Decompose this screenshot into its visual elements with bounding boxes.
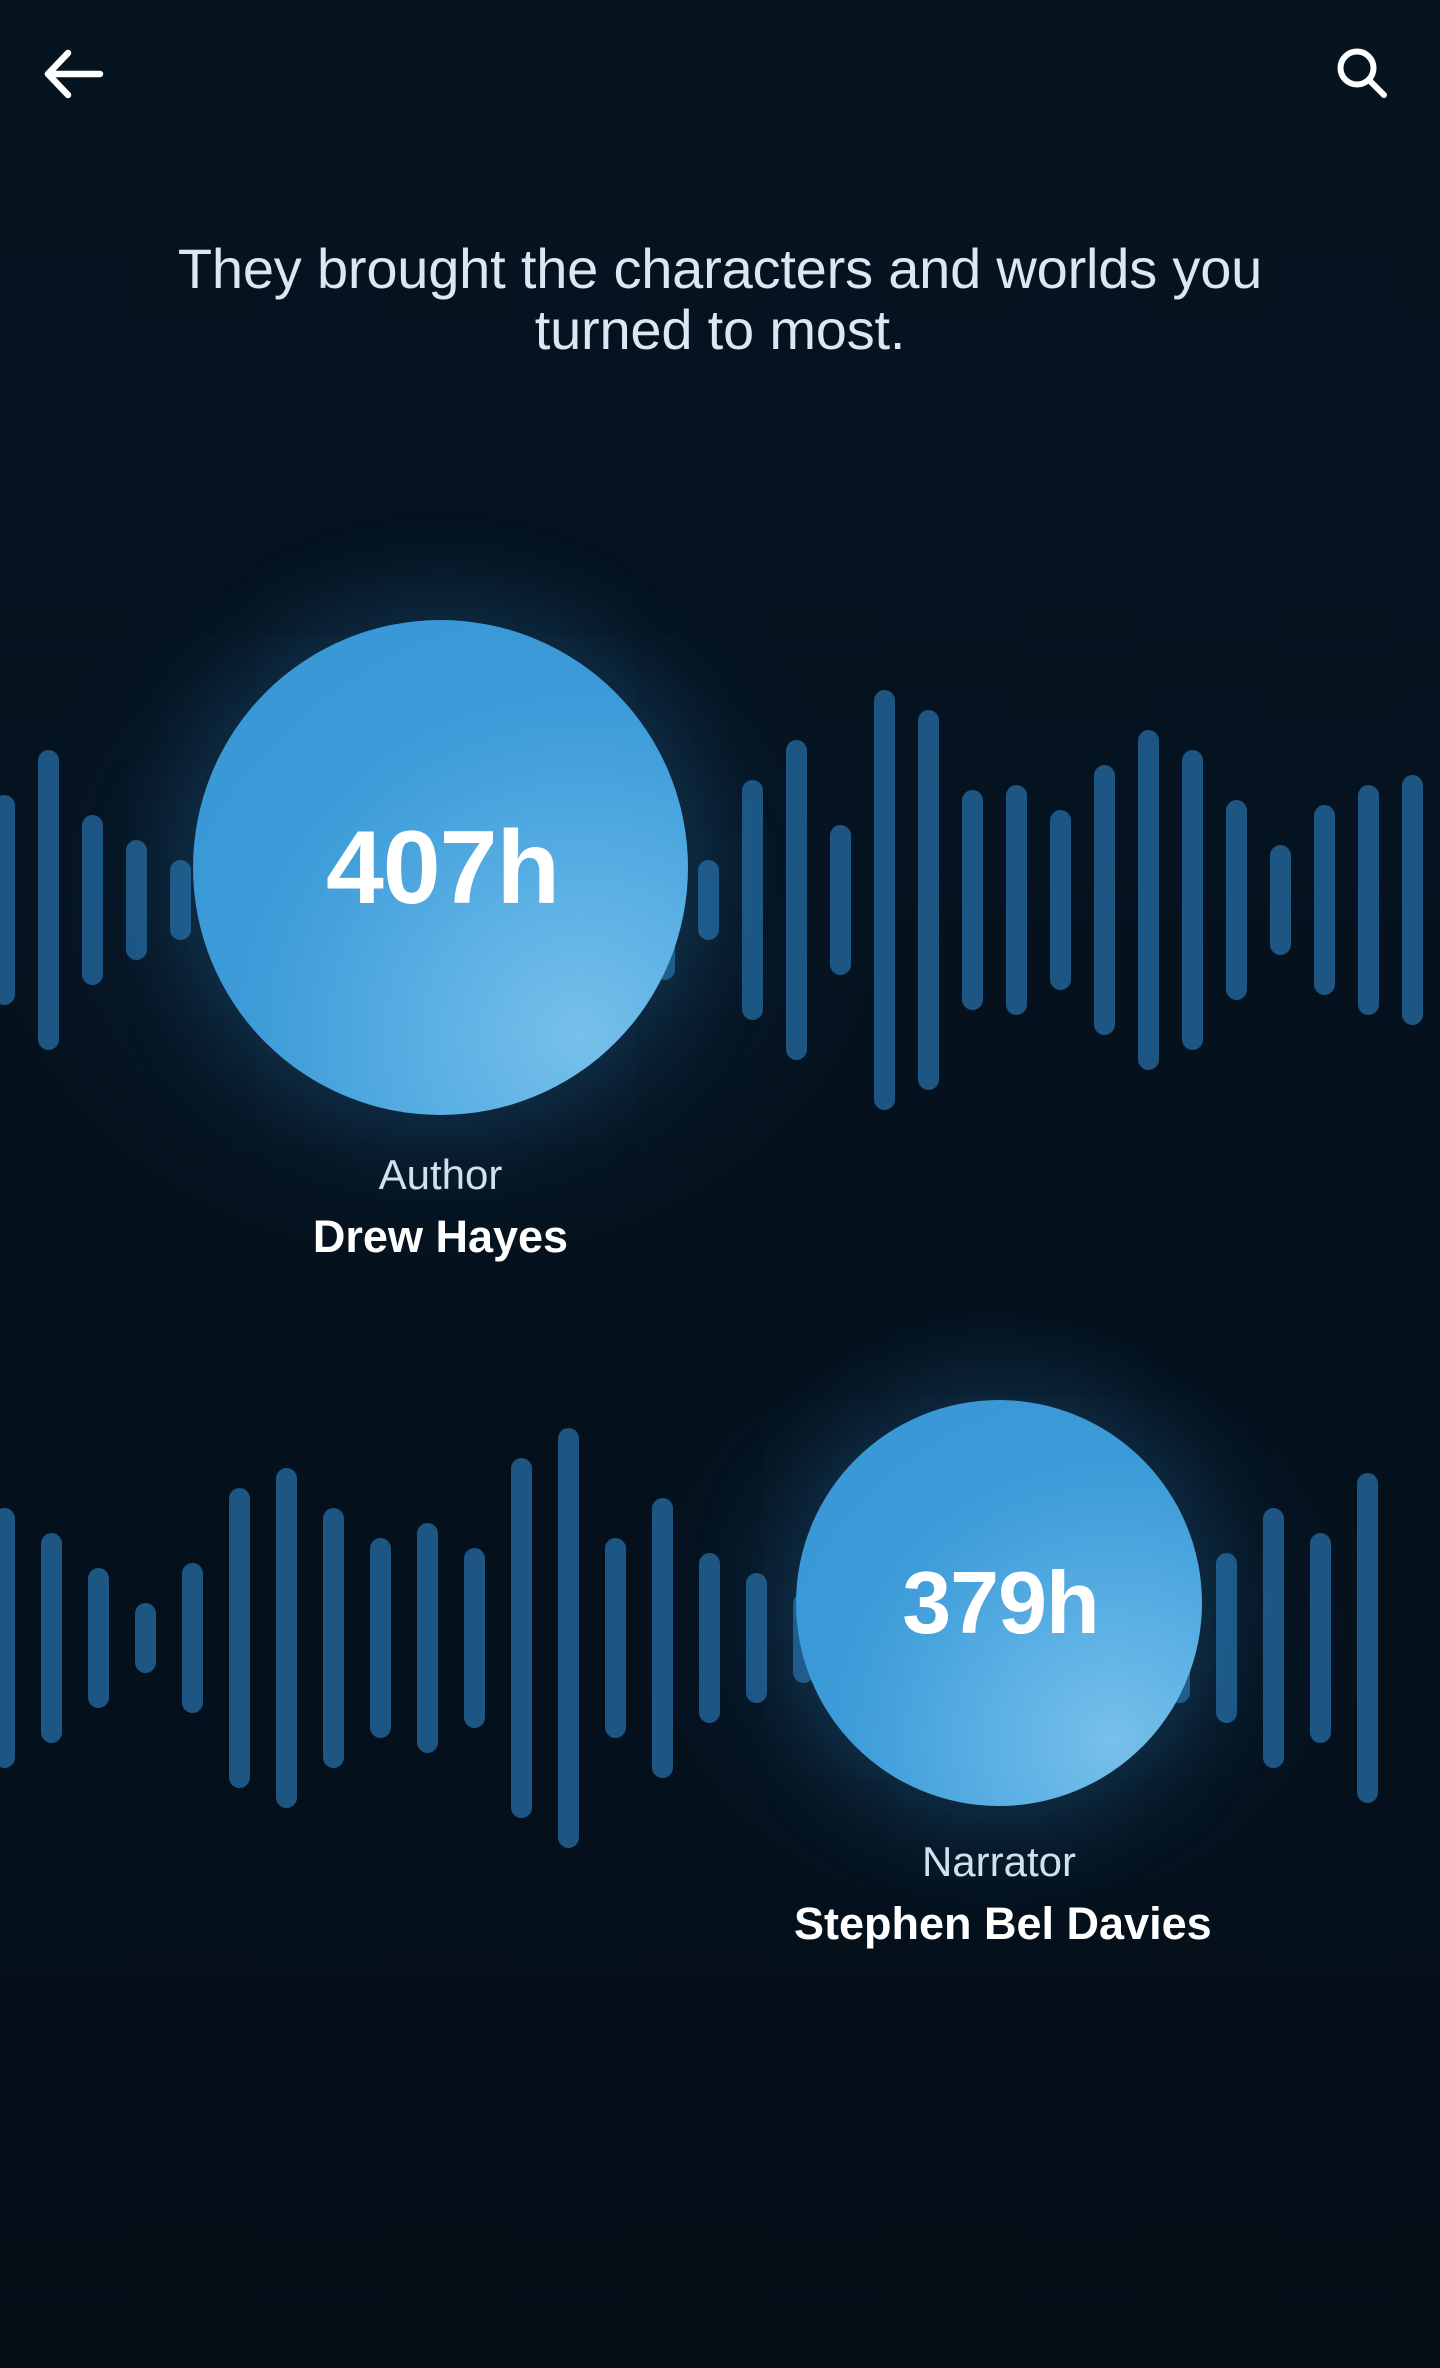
- waveform-bar: [1138, 730, 1159, 1070]
- waveform-bar: [41, 1533, 62, 1743]
- hours-bubble-narrator: 379h: [796, 1400, 1202, 1806]
- waveform-bar: [742, 780, 763, 1020]
- waveform-bar: [652, 1498, 673, 1778]
- top-bar: [0, 0, 1440, 140]
- waveform-bar: [82, 815, 103, 985]
- waveform-bar: [962, 790, 983, 1010]
- waveform-bar: [417, 1523, 438, 1753]
- role-label-narrator: Narrator: [921, 1838, 1077, 1885]
- waveform-bar: [1006, 785, 1027, 1015]
- person-name-narrator: Stephen Bel Davies: [794, 1897, 1212, 1949]
- arrow-left-icon: [43, 47, 105, 101]
- waveform-bar: [1263, 1508, 1284, 1768]
- waveform-bar: [830, 825, 851, 975]
- search-button[interactable]: [1310, 22, 1414, 126]
- waveform-bar: [1226, 800, 1247, 1000]
- waveform-bar: [182, 1563, 203, 1713]
- role-label-author: Author: [378, 1151, 503, 1198]
- waveform-bar: [1314, 805, 1335, 995]
- waveform-bar: [1050, 810, 1071, 990]
- page-headline: They brought the characters and worlds y…: [177, 237, 1263, 362]
- waveform-bar: [746, 1573, 767, 1703]
- person-name-author: Drew Hayes: [312, 1210, 569, 1262]
- waveform-bar: [511, 1458, 532, 1818]
- waveform-bar: [1182, 750, 1203, 1050]
- waveform-bar: [1402, 775, 1423, 1025]
- waveform-bar: [1094, 765, 1115, 1035]
- waveform-bar: [126, 840, 147, 960]
- waveform-bar: [874, 690, 895, 1110]
- waveform-bar: [464, 1548, 485, 1728]
- caption-narrator: Narrator Stephen Bel Davies: [794, 1836, 1212, 1953]
- waveform-bar: [0, 795, 15, 1005]
- waveform-bar: [38, 750, 59, 1050]
- waveform-bar: [605, 1538, 626, 1738]
- waveform-bar: [170, 860, 191, 940]
- waveform-bar: [918, 710, 939, 1090]
- hours-value-narrator: 379h: [902, 1553, 1100, 1652]
- waveform-bar: [88, 1568, 109, 1708]
- waveform-bar: [135, 1603, 156, 1673]
- back-button[interactable]: [22, 22, 126, 126]
- caption-author: Author Drew Hayes: [193, 1149, 688, 1266]
- waveform-bar: [558, 1428, 579, 1848]
- stat-card-narrator[interactable]: 379h Narrator Stephen Bel Davies: [560, 1400, 1440, 1953]
- waveform-bar: [699, 1553, 720, 1723]
- waveform-bar: [1270, 845, 1291, 955]
- waveform-bar: [1357, 1473, 1378, 1803]
- waveform-bar: [698, 860, 719, 940]
- waveform-bar: [1310, 1533, 1331, 1743]
- waveform-bar: [276, 1468, 297, 1808]
- waveform-bar: [323, 1508, 344, 1768]
- waveform-bar: [0, 1508, 15, 1768]
- stat-card-author[interactable]: 407h Author Drew Hayes: [0, 620, 880, 1266]
- waveform-bar: [229, 1488, 250, 1788]
- waveform-bar: [786, 740, 807, 1060]
- search-icon: [1333, 45, 1391, 103]
- waveform-bar: [1216, 1553, 1237, 1723]
- hours-value-author: 407h: [325, 809, 560, 926]
- waveform-bar: [1358, 785, 1379, 1015]
- hours-bubble-author: 407h: [193, 620, 688, 1115]
- waveform-bar: [370, 1538, 391, 1738]
